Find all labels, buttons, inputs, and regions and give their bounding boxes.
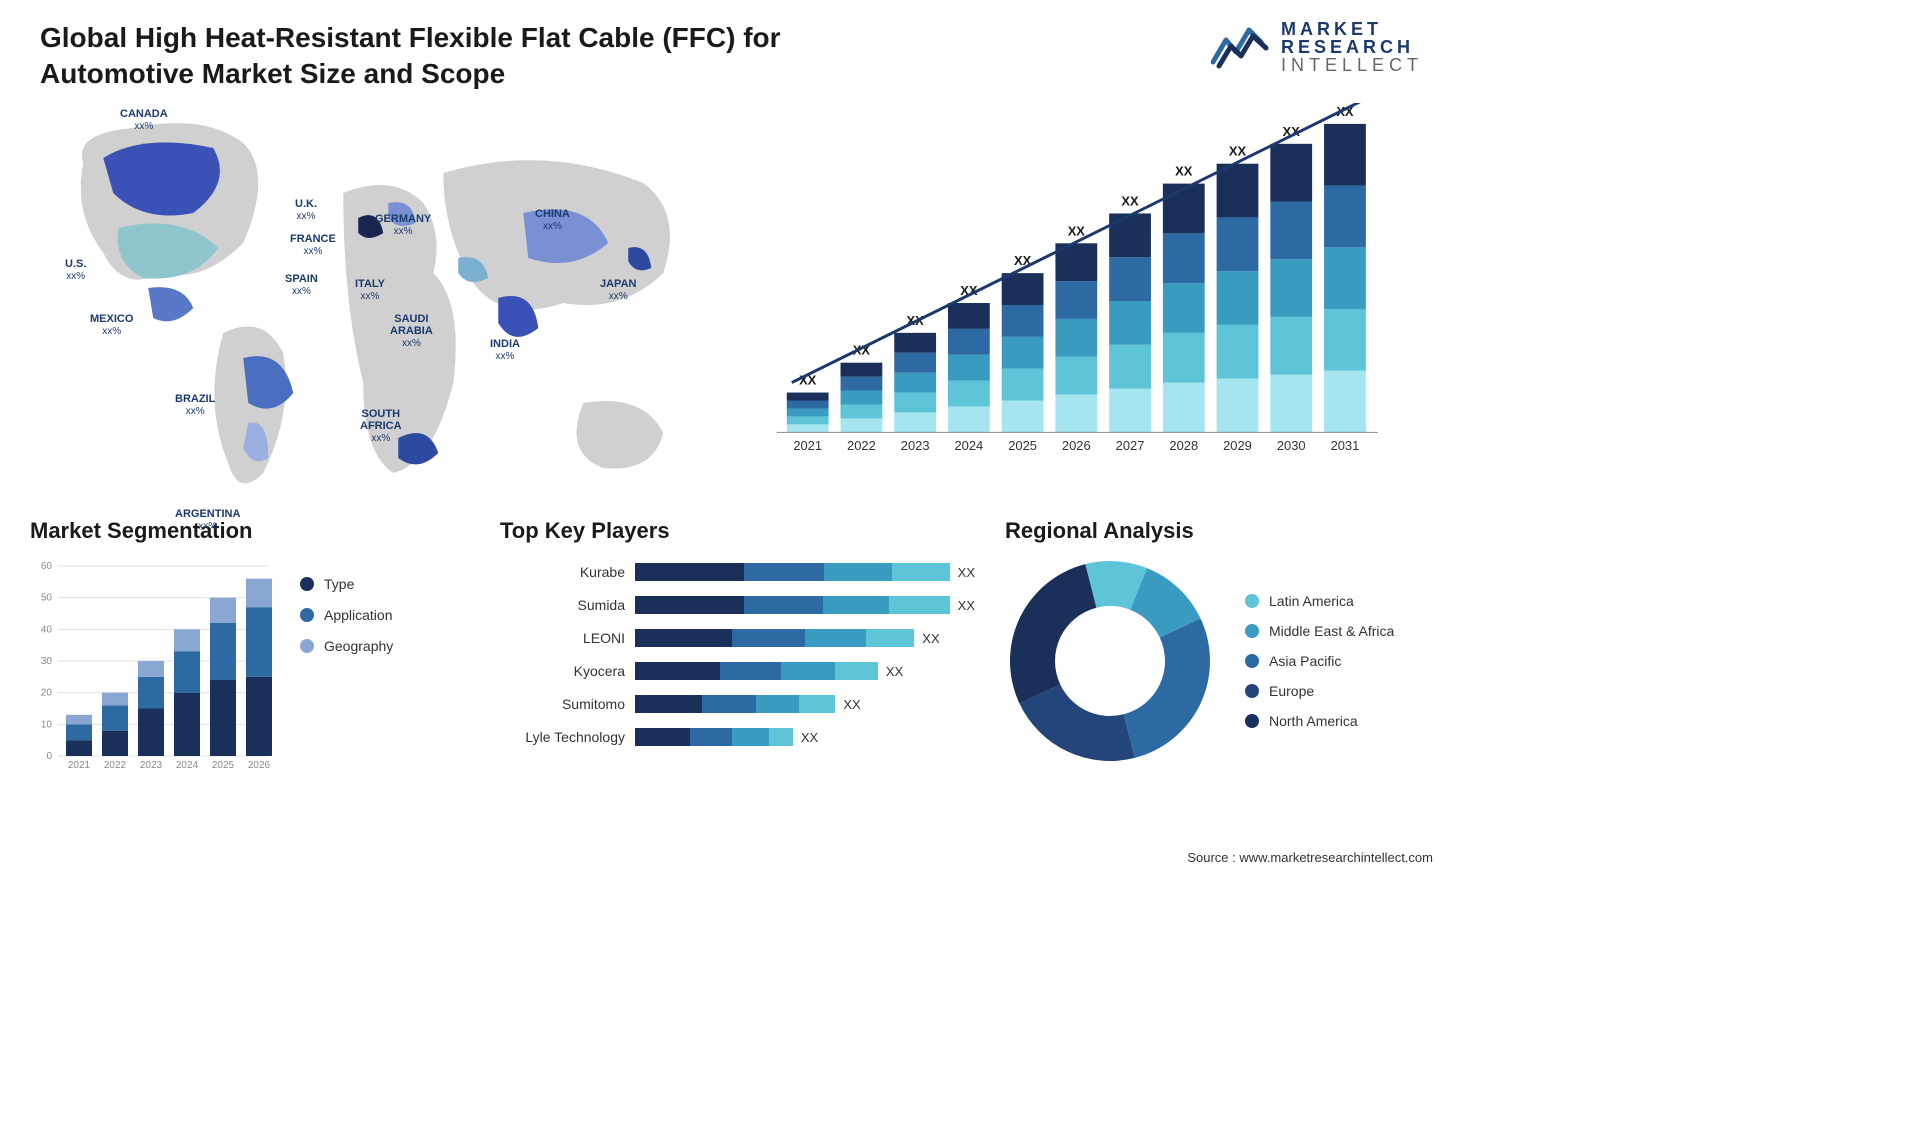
legend-item: Type: [300, 576, 393, 592]
svg-text:2025: 2025: [212, 760, 235, 771]
map-label: BRAZILxx%: [175, 393, 215, 417]
segmentation-chart: 0 10 20 30 40 50 60 2021 2022 2023 2024 2025 2026: [30, 556, 280, 786]
svg-text:2021: 2021: [68, 760, 91, 771]
logo-text: MARKET RESEARCH INTELLECT: [1281, 20, 1423, 74]
svg-text:XX: XX: [1067, 223, 1085, 238]
player-bar: [635, 728, 793, 746]
legend-item: Application: [300, 607, 393, 623]
header: Global High Heat-Resistant Flexible Flat…: [0, 0, 1463, 103]
segmentation-legend: Type Application Geography: [300, 556, 393, 786]
svg-text:2028: 2028: [1169, 438, 1198, 453]
player-row: Sumitomo XX: [500, 688, 975, 721]
player-bar: [635, 596, 950, 614]
players-panel: Top Key Players KurabeXXSumidaXXLEONIXXK…: [500, 518, 975, 813]
player-name: Kurabe: [500, 564, 625, 580]
regional-donut: [1005, 556, 1215, 766]
svg-text:2031: 2031: [1330, 438, 1359, 453]
player-bar: [635, 662, 878, 680]
player-bar: [635, 695, 835, 713]
map-label: U.K.xx%: [295, 198, 317, 222]
regional-title: Regional Analysis: [1005, 518, 1433, 544]
player-value: XX: [886, 664, 903, 679]
world-map-panel: CANADAxx%U.S.xx%MEXICOxx%BRAZILxx%ARGENT…: [30, 103, 717, 503]
player-value: XX: [958, 598, 975, 613]
map-label: JAPANxx%: [600, 278, 636, 302]
svg-text:XX: XX: [1228, 144, 1246, 159]
legend-item: Asia Pacific: [1245, 653, 1394, 669]
player-name: LEONI: [500, 630, 625, 646]
svg-text:XX: XX: [1121, 193, 1139, 208]
bottom-row: Market Segmentation 0 10 20 30 40 50 60 2021 20…: [0, 503, 1463, 813]
source-text: Source : www.marketresearchintellect.com: [1187, 850, 1433, 865]
player-bar: [635, 563, 950, 581]
player-row: LEONI XX: [500, 622, 975, 655]
svg-text:2023: 2023: [900, 438, 929, 453]
player-name: Sumitomo: [500, 696, 625, 712]
legend-item: Latin America: [1245, 593, 1394, 609]
map-label: ARGENTINAxx%: [175, 508, 240, 532]
growth-chart-panel: XX2021XX2022XX2023XX2024XX2025XX2026XX20…: [747, 103, 1434, 503]
svg-text:XX: XX: [1175, 163, 1193, 178]
svg-text:2026: 2026: [1061, 438, 1090, 453]
svg-text:2027: 2027: [1115, 438, 1144, 453]
segmentation-panel: Market Segmentation 0 10 20 30 40 50 60 2021 20…: [30, 518, 470, 813]
regional-legend: Latin America Middle East & Africa Asia Pa…: [1245, 593, 1394, 729]
player-name: Sumida: [500, 597, 625, 613]
player-bar: [635, 629, 914, 647]
svg-text:0: 0: [46, 751, 52, 762]
map-label: INDIAxx%: [490, 338, 520, 362]
player-row: Lyle Technology XX: [500, 721, 975, 754]
svg-text:30: 30: [41, 656, 53, 667]
map-label: CANADAxx%: [120, 108, 168, 132]
map-label: FRANCExx%: [290, 233, 336, 257]
map-label: MEXICOxx%: [90, 313, 133, 337]
map-label: GERMANYxx%: [375, 213, 431, 237]
svg-text:2023: 2023: [140, 760, 163, 771]
svg-text:2025: 2025: [1008, 438, 1037, 453]
svg-text:60: 60: [41, 561, 53, 572]
map-label: U.S.xx%: [65, 258, 86, 282]
map-label: SAUDIARABIAxx%: [390, 313, 433, 349]
svg-text:2029: 2029: [1223, 438, 1252, 453]
svg-text:20: 20: [41, 687, 53, 698]
svg-text:2026: 2026: [248, 760, 271, 771]
svg-text:2024: 2024: [176, 760, 199, 771]
logo: MARKET RESEARCH INTELLECT: [1211, 20, 1423, 74]
player-value: XX: [958, 565, 975, 580]
player-row: Kyocera XX: [500, 655, 975, 688]
legend-item: Geography: [300, 638, 393, 654]
players-chart: KurabeXXSumidaXXLEONIXXKyoceraXXSumitomo…: [500, 556, 975, 754]
legend-item: Europe: [1245, 683, 1394, 699]
svg-text:10: 10: [41, 719, 53, 730]
player-row: Kurabe XX: [500, 556, 975, 589]
player-value: XX: [922, 631, 939, 646]
svg-text:2024: 2024: [954, 438, 983, 453]
regional-panel: Regional Analysis Latin America Middle Ea…: [1005, 518, 1433, 813]
player-name: Lyle Technology: [500, 729, 625, 745]
map-label: CHINAxx%: [535, 208, 570, 232]
legend-item: Middle East & Africa: [1245, 623, 1394, 639]
segmentation-title: Market Segmentation: [30, 518, 470, 544]
players-title: Top Key Players: [500, 518, 975, 544]
page-title: Global High Heat-Resistant Flexible Flat…: [40, 20, 790, 93]
svg-text:50: 50: [41, 592, 53, 603]
player-row: Sumida XX: [500, 589, 975, 622]
svg-text:2030: 2030: [1276, 438, 1305, 453]
player-value: XX: [801, 730, 818, 745]
growth-chart: XX2021XX2022XX2023XX2024XX2025XX2026XX20…: [747, 103, 1434, 503]
svg-text:2022: 2022: [104, 760, 127, 771]
map-label: SOUTHAFRICAxx%: [360, 408, 402, 444]
player-value: XX: [843, 697, 860, 712]
legend-item: North America: [1245, 713, 1394, 729]
svg-text:40: 40: [41, 624, 53, 635]
svg-text:2021: 2021: [793, 438, 822, 453]
top-row: CANADAxx%U.S.xx%MEXICOxx%BRAZILxx%ARGENT…: [0, 103, 1463, 503]
logo-icon: [1211, 22, 1271, 72]
player-name: Kyocera: [500, 663, 625, 679]
map-label: ITALYxx%: [355, 278, 385, 302]
map-label: SPAINxx%: [285, 273, 318, 297]
svg-text:2022: 2022: [847, 438, 876, 453]
